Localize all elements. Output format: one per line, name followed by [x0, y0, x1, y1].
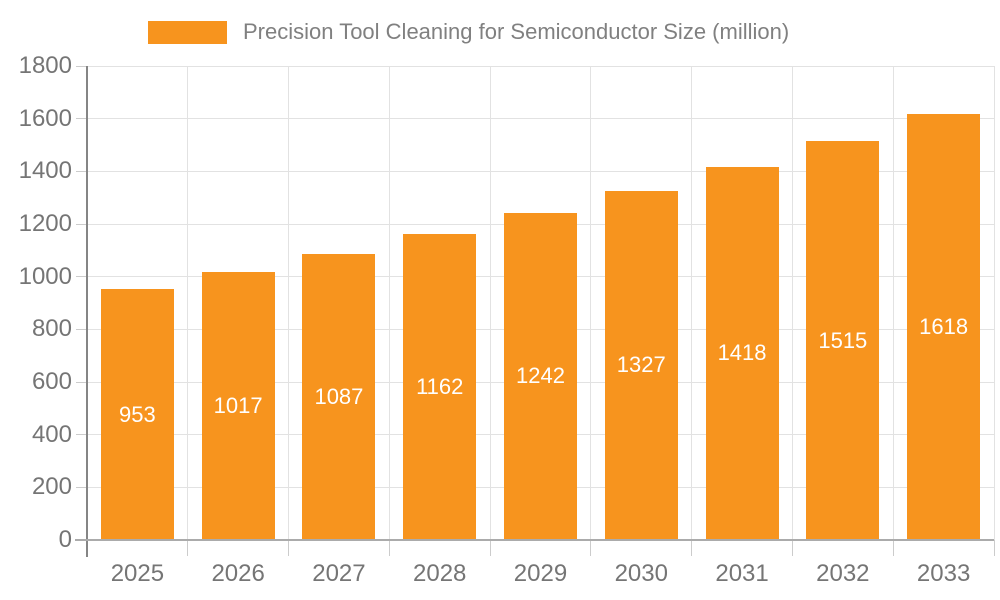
bar: 1515 [806, 141, 880, 540]
x-tick-label: 2033 [916, 560, 971, 587]
x-tick-label: 2030 [614, 560, 668, 587]
y-axis-tick [76, 328, 87, 330]
v-gridline [489, 66, 491, 540]
legend-swatch [148, 20, 227, 44]
bar: 1087 [302, 253, 376, 540]
bar: 1242 [504, 212, 577, 540]
x-tick-label: 2025 [110, 560, 165, 587]
x-axis-tick [187, 540, 189, 556]
y-tick-label: 200 [31, 473, 72, 501]
y-tick-label: 1400 [18, 157, 72, 185]
bar: 953 [100, 289, 174, 540]
h-gridline [87, 118, 994, 120]
y-axis-tick [76, 381, 87, 383]
x-tick-label: 2027 [312, 560, 366, 587]
x-tick-label: 2029 [513, 560, 568, 587]
x-tick-label: 2031 [715, 560, 769, 587]
bar: 1162 [403, 234, 477, 540]
bar-value-label: 1418 [717, 340, 767, 366]
x-axis-line [75, 539, 994, 541]
x-axis-tick [590, 540, 592, 556]
y-axis-tick [76, 486, 87, 488]
x-axis-tick [691, 540, 693, 556]
v-gridline [288, 66, 290, 540]
y-axis-tick [76, 223, 87, 225]
y-axis-tick [76, 170, 87, 172]
x-tick-label: 2032 [816, 560, 870, 587]
y-tick-label: 600 [31, 368, 72, 395]
v-gridline [590, 66, 592, 540]
bar: 1618 [907, 113, 981, 540]
y-axis-tick [76, 65, 87, 67]
y-tick-label: 0 [58, 526, 72, 553]
y-axis-tick [76, 276, 87, 278]
h-gridline [87, 170, 994, 172]
v-gridline [388, 66, 390, 540]
x-axis-tick [791, 540, 793, 556]
legend-label: Precision Tool Cleaning for Semiconducto… [243, 19, 790, 44]
bar-value-label: 953 [119, 401, 156, 427]
v-gridline [791, 66, 793, 540]
x-axis-tick [288, 540, 290, 556]
v-gridline [993, 66, 995, 540]
y-tick-label: 1200 [18, 210, 72, 237]
x-tick-label: 2026 [211, 560, 265, 587]
y-axis-line [86, 66, 88, 557]
v-gridline [892, 66, 894, 540]
y-tick-label: 1000 [18, 262, 72, 290]
x-axis-tick [892, 540, 894, 556]
bar-value-label: 1515 [818, 327, 868, 353]
bar-value-label: 1017 [213, 393, 263, 419]
bar-value-label: 1242 [516, 363, 565, 389]
x-axis-tick [489, 540, 491, 556]
v-gridline [691, 66, 693, 540]
v-gridline [187, 66, 189, 540]
bar-value-label: 1327 [616, 352, 666, 378]
x-tick-label: 2028 [413, 560, 467, 587]
bar: 1327 [604, 190, 678, 540]
x-axis-tick [388, 540, 390, 556]
chart-legend: Precision Tool Cleaning for Semiconducto… [148, 19, 790, 44]
y-tick-label: 800 [31, 315, 72, 343]
y-axis-tick [76, 118, 87, 120]
y-tick-label: 1800 [18, 52, 72, 79]
bar: 1017 [201, 272, 275, 540]
h-gridline [87, 65, 994, 67]
bar-value-label: 1087 [314, 383, 364, 409]
bar-value-label: 1618 [919, 313, 969, 339]
y-tick-label: 400 [31, 420, 72, 448]
bar: 1418 [705, 166, 779, 540]
y-tick-label: 1600 [18, 104, 72, 132]
y-axis-tick [76, 434, 87, 436]
x-axis-tick [993, 540, 995, 556]
bar-value-label: 1162 [416, 373, 464, 399]
